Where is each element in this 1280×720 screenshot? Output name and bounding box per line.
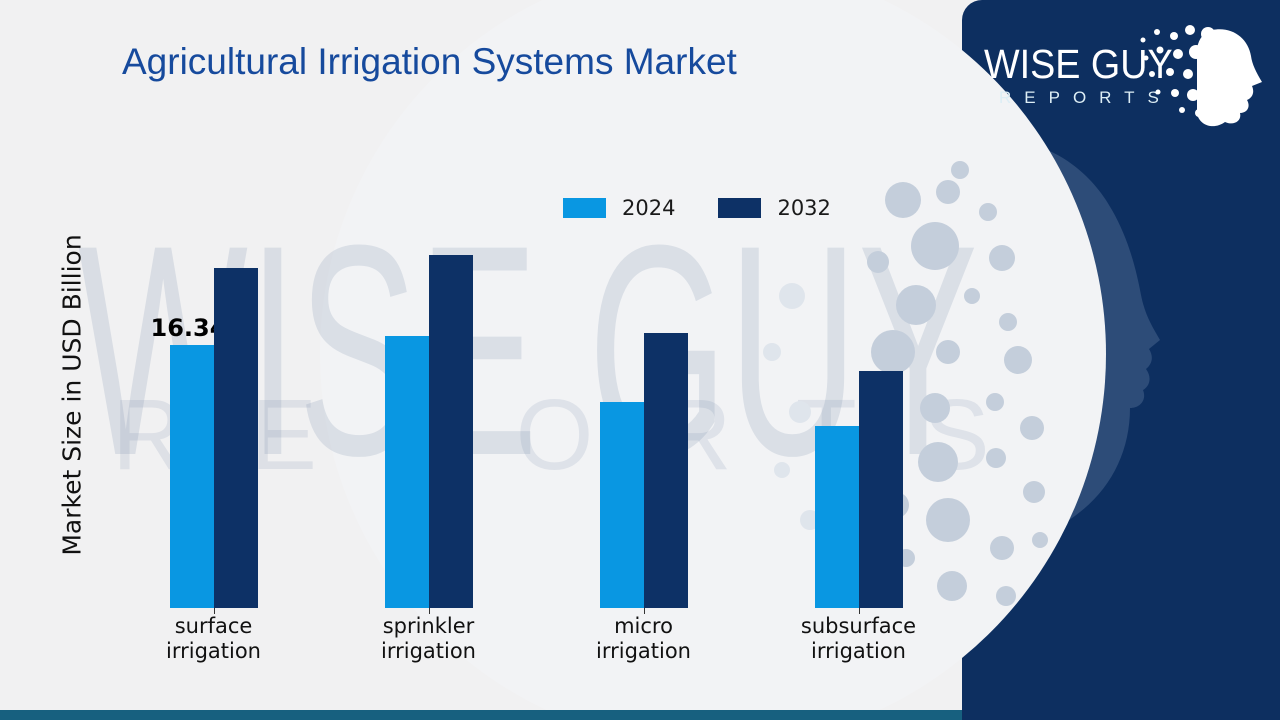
legend-swatch-2024 — [563, 198, 606, 218]
footer-teal-bar — [0, 710, 962, 720]
legend-item-2024: 2024 — [563, 196, 675, 220]
x-axis-tick — [428, 608, 430, 614]
bar-2024-surface-irrigation: 16.34 — [151, 314, 226, 608]
legend-swatch-2032 — [718, 198, 762, 218]
category-label-surface-irrigation: surface irrigation — [166, 614, 261, 663]
bar-2032-surface-irrigation — [213, 268, 258, 608]
x-axis-tick — [643, 608, 645, 614]
chart-legend: 2024 2032 — [563, 196, 831, 220]
bar-group-sprinkler-irrigation — [321, 0, 536, 614]
category-label-sprinkler-irrigation: sprinkler irrigation — [381, 614, 476, 663]
category-labels: surface irrigation sprinkler irrigation mi… — [106, 614, 966, 664]
bar-group-micro-irrigation — [536, 0, 751, 614]
bar-chart: 16.34 — [106, 0, 966, 614]
legend-label-2032: 2032 — [777, 196, 831, 220]
x-axis-tick — [213, 608, 215, 614]
category-label-subsurface-irrigation: subsurface irrigation — [800, 614, 917, 663]
y-axis-label: Market Size in USD Billion — [57, 234, 87, 556]
x-axis-tick — [858, 608, 860, 614]
page-title: Agricultural Irrigation Systems Market — [122, 41, 737, 82]
category-label-micro-irrigation: micro irrigation — [596, 614, 691, 663]
bar-2032-micro-irrigation — [643, 333, 688, 608]
legend-item-2032: 2032 — [718, 196, 831, 220]
bar-group-surface-irrigation: 16.34 — [106, 0, 321, 614]
bar-2024-micro-irrigation — [599, 402, 644, 608]
bar-2032-subsurface-irrigation — [858, 371, 903, 608]
bar-2024-sprinkler-irrigation — [384, 336, 429, 608]
legend-label-2024: 2024 — [622, 196, 676, 220]
bar-2024-subsurface-irrigation — [814, 426, 859, 608]
logo-brand-text: WISE GUY — [984, 41, 1173, 87]
bar-2032-sprinkler-irrigation — [428, 255, 473, 608]
logo-reports-text: REPORTS — [999, 88, 1172, 107]
bar-group-subsurface-irrigation — [751, 0, 966, 614]
